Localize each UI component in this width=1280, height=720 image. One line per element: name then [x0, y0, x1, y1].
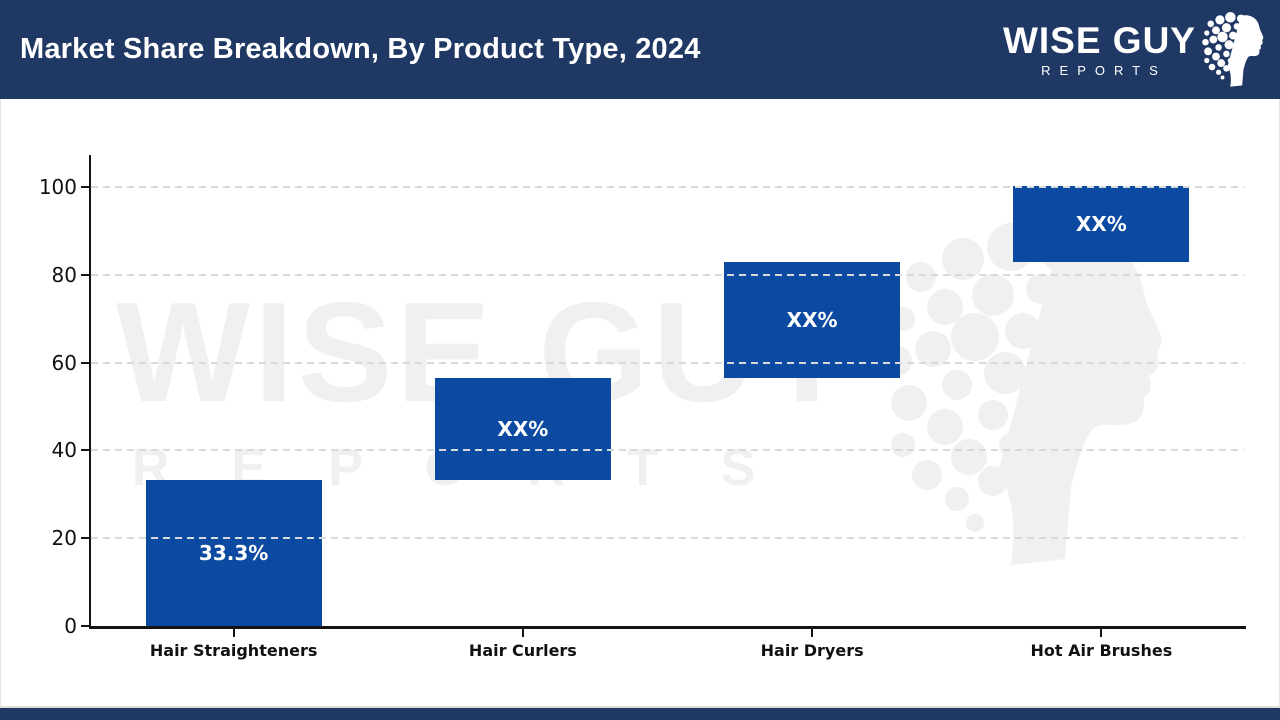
- x-axis-line: [89, 626, 1246, 629]
- gridline: [91, 537, 1244, 540]
- page-title: Market Share Breakdown, By Product Type,…: [20, 33, 701, 65]
- brand-subname: REPORTS: [1041, 62, 1167, 78]
- y-tick-mark: [81, 449, 89, 452]
- head-profile-icon: [1202, 11, 1264, 87]
- brand-logo-text: WISE GUY REPORTS: [1003, 22, 1196, 78]
- y-tick-mark: [81, 625, 89, 627]
- bar-hair-dryers: [724, 261, 901, 378]
- y-tick-mark: [81, 186, 89, 188]
- x-tick-mark: [521, 629, 524, 637]
- y-tick-label: 40: [51, 438, 77, 463]
- x-category-label: Hair Curlers: [468, 641, 577, 660]
- y-axis-line: [89, 155, 91, 629]
- gridline: [91, 186, 1244, 188]
- y-tick-label: 0: [64, 614, 77, 638]
- gridline: [91, 361, 1244, 364]
- bar-value-label: XX%: [497, 416, 549, 441]
- y-tick-mark: [81, 361, 89, 364]
- bar-hair-straighteners: [145, 479, 322, 626]
- x-tick-mark: [811, 629, 814, 637]
- brand-logo: WISE GUY REPORTS: [1003, 11, 1266, 88]
- x-tick-mark: [1100, 629, 1103, 637]
- bar-hair-curlers: [434, 377, 611, 480]
- y-tick-label: 80: [51, 262, 77, 287]
- y-tick-label: 100: [38, 175, 77, 199]
- bar-value-label: XX%: [1075, 211, 1127, 236]
- x-category-label: Hair Dryers: [760, 641, 864, 660]
- plot-area: 0 20 40 60 80 100 33.3% Hair Straighteners XX% Ha…: [39, 155, 1246, 660]
- gridline: [91, 449, 1244, 452]
- y-tick-mark: [81, 273, 89, 276]
- x-category-label: Hair Straighteners: [149, 641, 318, 660]
- y-tick-label: 60: [51, 350, 77, 375]
- x-tick-mark: [232, 629, 235, 637]
- bar-value-label: 33.3%: [198, 540, 269, 565]
- header-bar: Market Share Breakdown, By Product Type,…: [0, 0, 1280, 99]
- x-category-label: Hot Air Brushes: [1030, 641, 1173, 660]
- footer-bar: [0, 708, 1280, 720]
- brand-name: WISE GUY: [1002, 19, 1196, 61]
- y-tick-mark: [81, 537, 89, 540]
- gridline: [91, 273, 1244, 276]
- y-tick-label: 20: [51, 526, 77, 551]
- bar-value-label: XX%: [786, 307, 838, 332]
